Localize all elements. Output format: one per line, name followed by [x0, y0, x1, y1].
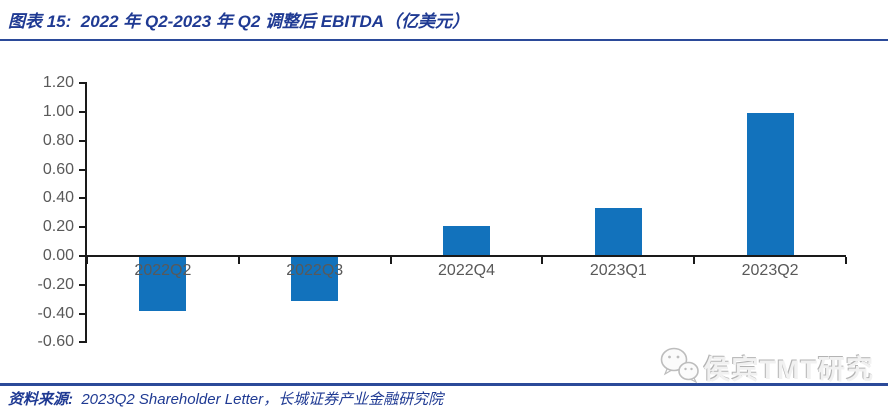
- y-axis-label: -0.40: [37, 304, 74, 322]
- x-axis-label: 2022Q3: [286, 262, 344, 279]
- page-title: 图表 15: 2022 年 Q2-2023 年 Q2 调整后 EBITDA（亿美…: [8, 12, 470, 31]
- x-tick: [541, 257, 544, 264]
- y-axis-label: 0.80: [42, 131, 74, 149]
- bar-2022Q4: [443, 225, 490, 256]
- y-axis-label: -0.60: [37, 333, 74, 351]
- bar-2022Q3: [291, 256, 339, 301]
- bar-2023Q1: [594, 208, 642, 256]
- y-axis-label: 0.40: [42, 189, 74, 207]
- title-underline: [0, 39, 888, 41]
- y-axis-label: 0.60: [42, 160, 74, 178]
- x-tick: [389, 257, 392, 264]
- x-axis-label: 2023Q2: [741, 262, 799, 279]
- y-tick: [79, 283, 85, 286]
- x-tick: [86, 257, 88, 264]
- y-axis-label: 0.00: [42, 247, 74, 264]
- x-tick: [237, 257, 240, 264]
- x-axis-line: [85, 255, 846, 257]
- y-tick: [79, 197, 85, 200]
- y-tick: [79, 168, 85, 171]
- y-tick: [79, 341, 85, 344]
- y-axis-label: 0.20: [42, 218, 74, 236]
- x-axis-label: 2023Q1: [589, 262, 647, 279]
- watermark: 侯宾TMT研究: [659, 346, 874, 389]
- source-text: 2023Q2 Shareholder Letter，长城证券产业金融研究院: [81, 391, 444, 408]
- wechat-icon: [659, 346, 699, 389]
- bar-2022Q2: [139, 256, 187, 311]
- watermark-text: 侯宾TMT研究: [703, 355, 874, 385]
- y-tick: [79, 312, 85, 315]
- y-tick: [79, 226, 85, 229]
- bar-2023Q2: [746, 113, 794, 256]
- x-tick: [693, 257, 696, 264]
- y-axis-label: 1.00: [42, 103, 74, 120]
- y-axis-line: [85, 82, 87, 344]
- x-tick: [845, 257, 847, 264]
- y-tick: [79, 111, 85, 113]
- y-axis-label: 1.20: [42, 74, 74, 92]
- x-axis-label: 2022Q2: [134, 262, 192, 279]
- source-line: 资料来源: 2023Q2 Shareholder Letter，长城证券产业金融…: [8, 388, 443, 409]
- x-axis-label: 2022Q4: [438, 262, 495, 279]
- source-label: 资料来源:: [8, 391, 82, 408]
- y-axis-label: -0.20: [37, 275, 74, 293]
- y-tick: [79, 82, 85, 85]
- bottom-rule: [0, 383, 888, 386]
- y-tick: [79, 255, 85, 257]
- y-tick: [79, 139, 85, 142]
